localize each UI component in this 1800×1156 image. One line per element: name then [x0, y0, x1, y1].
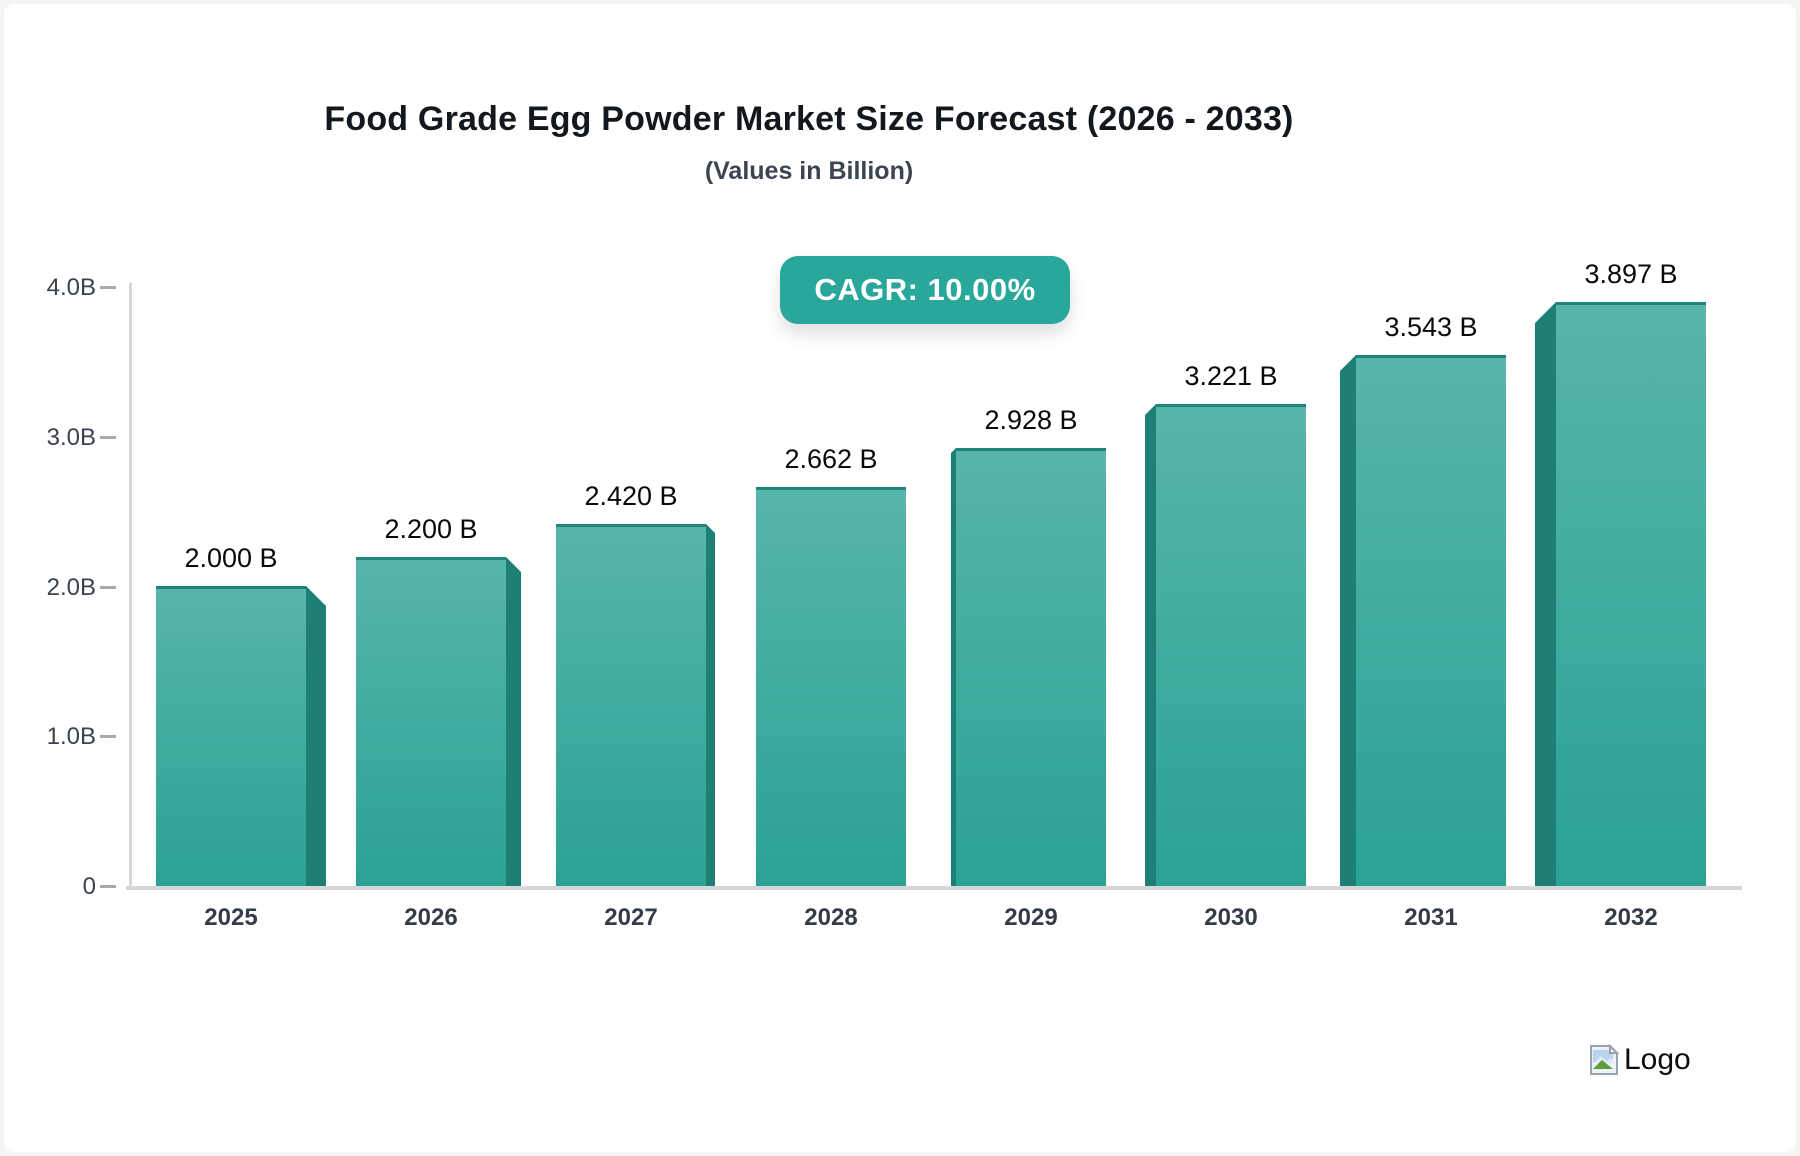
x-axis-label-2028: 2028: [804, 904, 858, 931]
y-axis-tick-mark: [100, 885, 116, 888]
bar-value-label-2029: 2.928 B: [984, 405, 1078, 435]
header: Food Grade Egg Powder Market Size Foreca…: [4, 4, 1614, 186]
y-axis-tick-mark: [100, 585, 116, 589]
cagr-badge: CAGR: 10.00%: [780, 256, 1070, 324]
bar-value-label-2027: 2.420 B: [584, 481, 678, 511]
x-axis-label-2026: 2026: [404, 904, 458, 931]
bar-value-label-2026: 2.200 B: [384, 514, 478, 544]
bar-value-label-2031: 3.543 B: [1384, 312, 1478, 342]
cagr-badge-label: CAGR: 10.00%: [814, 272, 1036, 307]
bar-2032: [1556, 302, 1706, 886]
bar-3d-side-2025: [306, 586, 326, 886]
bar-chart-plot-area: 4.0B 3.0B 2.0B 1.0B 0 2.000 B 2025 2.200 B 2026 2…: [4, 4, 1796, 1152]
bar-2026: [356, 557, 506, 886]
bar-3d-side-2031: [1340, 355, 1356, 886]
x-axis-label-2031: 2031: [1404, 904, 1458, 931]
bar-3d-side-2032: [1535, 302, 1556, 886]
y-axis-tick-label: 2.0B: [46, 573, 96, 601]
logo: Logo: [1586, 1040, 1691, 1080]
bar-value-label-2032: 3.897 B: [1584, 259, 1678, 289]
bar-3d-side-2029: [951, 448, 956, 886]
x-axis-label-2030: 2030: [1204, 904, 1258, 931]
bar-value-label-2030: 3.221 B: [1184, 361, 1278, 391]
bar-2028: [756, 487, 906, 886]
y-axis-tick-label: 4.0B: [46, 274, 96, 301]
bar-3d-side-2030: [1145, 404, 1156, 886]
y-axis-tick-mark: [100, 735, 116, 739]
bar-2027: [556, 524, 706, 886]
x-axis-line: [126, 886, 1742, 890]
chart-subtitle: (Values in Billion): [704, 157, 914, 185]
chart-card: Food Grade Egg Powder Market Size Foreca…: [4, 4, 1796, 1152]
bar-2030: [1156, 404, 1306, 886]
bar-2025: [156, 586, 306, 886]
bar-2029: [956, 448, 1106, 886]
bar-3d-side-2026: [506, 557, 521, 886]
y-axis-tick-label: 0: [82, 873, 96, 900]
y-axis-tick-mark: [100, 286, 116, 289]
y-axis-line: [129, 283, 132, 890]
x-axis-label-2025: 2025: [204, 904, 258, 931]
bar-value-label-2028: 2.662 B: [784, 444, 878, 474]
x-axis-label-2027: 2027: [604, 904, 658, 931]
x-axis-label-2032: 2032: [1604, 904, 1658, 931]
broken-image-icon: [1586, 1042, 1622, 1078]
y-axis-tick-label: 3.0B: [46, 423, 96, 451]
y-axis-tick-label: 1.0B: [46, 723, 96, 751]
bar-3d-side-2027: [706, 524, 715, 886]
bar-value-label-2025: 2.000 B: [184, 543, 278, 573]
x-axis-label-2029: 2029: [1004, 904, 1058, 931]
y-axis-tick-mark: [100, 435, 116, 439]
logo-alt-text: Logo: [1624, 1043, 1691, 1076]
bar-2031: [1356, 355, 1506, 886]
chart-title: Food Grade Egg Powder Market Size Foreca…: [324, 100, 1294, 138]
